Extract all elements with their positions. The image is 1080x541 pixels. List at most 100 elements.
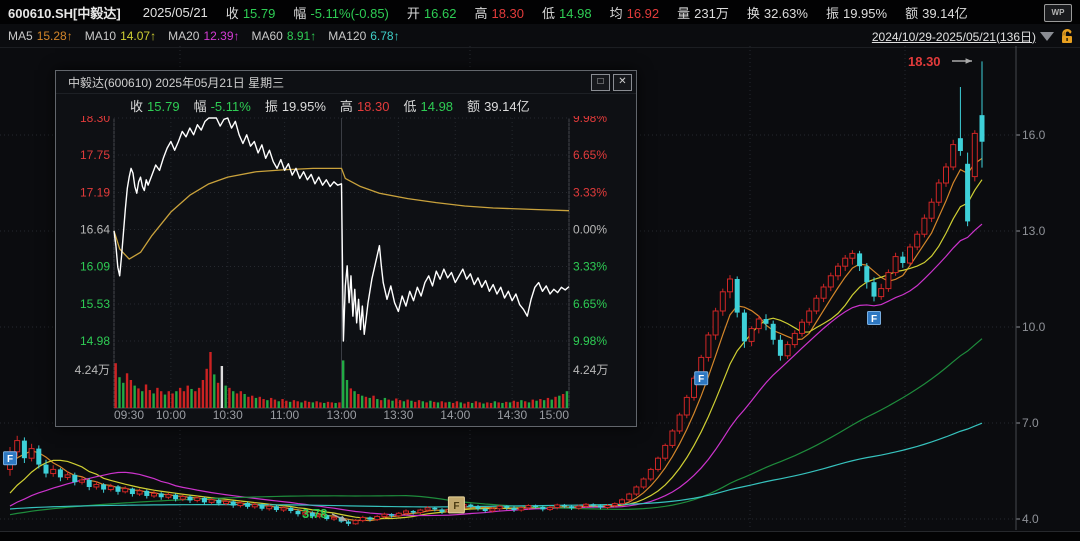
popup-volume-bar: [486, 402, 489, 408]
unlock-icon[interactable]: [1060, 28, 1074, 44]
y-axis-label: 4.0: [1022, 512, 1039, 526]
candle-up: [107, 485, 114, 491]
event-marker-F[interactable]: [867, 311, 881, 326]
candle-down: [101, 484, 107, 490]
candle-down: [511, 507, 517, 511]
popup-volume-bar: [376, 399, 379, 408]
candle-up: [417, 509, 424, 514]
candle-up: [575, 505, 582, 509]
header-date: 2025/05/21: [142, 4, 208, 20]
popup-volume-bar: [406, 399, 409, 408]
popup-volume-bar: [266, 400, 269, 408]
popup-vol-label-right: 4.24万: [573, 363, 608, 377]
candle-up: [727, 278, 733, 293]
candle-up: [352, 520, 359, 525]
header-stat-7: 换 32.63%: [746, 5, 808, 21]
candle-down: [734, 279, 740, 313]
popup-volume-bar: [433, 401, 436, 408]
popup-volume-bar: [398, 400, 402, 408]
candle-up: [179, 496, 186, 500]
wp-monitor-icon[interactable]: WP: [1044, 4, 1072, 22]
popup-volume-bar: [186, 385, 189, 408]
candle-up: [518, 507, 525, 511]
popup-volume-bar: [368, 397, 371, 408]
candle-down: [43, 464, 49, 474]
popup-left-axis-label: 16.64: [80, 223, 110, 237]
candle-down: [777, 339, 783, 356]
candle-down: [439, 509, 445, 512]
popup-volume-bar: [178, 387, 182, 408]
popup-volume-bar: [360, 395, 364, 408]
popup-titlebar[interactable]: 中毅达(600610) 2025年05月21日 星期三 □ ✕: [56, 71, 636, 94]
intraday-chart-canvas[interactable]: 18.30 9.98% 17.75 6.65% 17.19 3.33% 16.64 0.00%…: [56, 111, 634, 425]
popup-volume-bar: [228, 387, 231, 408]
candle-up: [208, 499, 215, 503]
popup-stat-5: 额 39.14亿: [467, 98, 530, 114]
popup-volume-bar: [372, 395, 375, 408]
header-stats: 收 15.79 幅 -5.11%(-0.85) 开 16.62 高 18.30 低 14.98 均 1…: [208, 3, 968, 22]
y-axis-label: 16.0: [1022, 128, 1046, 142]
popup-volume-bar: [197, 387, 201, 408]
candle-up: [237, 502, 244, 507]
candle-up: [280, 507, 287, 511]
date-range-control[interactable]: 2024/10/29-2025/05/21(136日): [872, 26, 1074, 46]
candle-down: [590, 504, 596, 506]
popup-left-axis-label: 16.09: [80, 259, 110, 273]
popup-volume-bar: [175, 391, 178, 408]
intraday-popup-window[interactable]: 中毅达(600610) 2025年05月21日 星期三 □ ✕ 收 15.79 幅 -…: [55, 70, 637, 427]
popup-volume-bar: [535, 400, 538, 408]
stock-symbol[interactable]: 600610.SH[中毅达]: [8, 5, 121, 21]
popup-volume-bar: [160, 391, 163, 408]
popup-volume-bar: [273, 399, 277, 408]
popup-volume-bar: [550, 399, 553, 408]
popup-volume-bar: [554, 396, 557, 408]
popup-stat-1: 幅 -5.11%: [193, 98, 251, 114]
ma120-line: [9, 422, 983, 510]
popup-volume-bar: [451, 402, 455, 408]
chevron-down-icon[interactable]: [1040, 31, 1054, 41]
candle-up: [914, 233, 921, 248]
popup-volume-bar: [542, 400, 546, 408]
candle-up: [827, 275, 834, 288]
event-marker-letter: F: [698, 374, 704, 385]
popup-volume-bar: [148, 390, 152, 408]
maximize-button[interactable]: □: [591, 73, 610, 91]
y-axis-label: 10.0: [1022, 320, 1046, 334]
candle-up: [136, 490, 143, 495]
popup-volume-bar: [323, 402, 326, 408]
avg-price-line: [113, 167, 570, 260]
event-marker-F[interactable]: [694, 371, 709, 386]
popup-right-axis-label: 6.65%: [573, 297, 607, 311]
popup-volume-bar: [152, 393, 155, 408]
popup-time-label: 09:30: [114, 408, 144, 422]
candle-down: [367, 517, 373, 520]
popup-title: 中毅达(600610) 2025年05月21日 星期三: [68, 75, 285, 90]
candle-up: [806, 310, 813, 323]
event-marker-letter: F: [871, 314, 877, 325]
candle-up: [921, 217, 928, 235]
candle-up: [791, 332, 798, 346]
popup-right-axis-label: 3.33%: [573, 259, 607, 273]
popup-time-label: 14:30: [497, 408, 527, 422]
popup-volume-bar: [277, 401, 280, 408]
popup-volume-bar: [171, 393, 174, 408]
candle-down: [86, 479, 92, 487]
popup-volume-bar: [429, 400, 432, 408]
popup-volume-bar: [482, 403, 485, 408]
event-marker-F[interactable]: [447, 496, 465, 514]
candle-up: [885, 272, 892, 290]
candle-up: [633, 486, 640, 495]
close-button[interactable]: ✕: [613, 73, 632, 91]
candle-up: [194, 497, 201, 501]
header-stat-9: 额 39.14亿: [905, 5, 968, 21]
candle-up: [813, 297, 820, 312]
popup-volume-bar: [182, 391, 186, 408]
candle-up: [266, 505, 273, 510]
date-range-label[interactable]: 2024/10/29-2025/05/21(136日): [871, 29, 1036, 44]
candle-up: [14, 440, 21, 453]
popup-volume-bar: [216, 382, 220, 408]
popup-volume-bar: [425, 402, 428, 408]
popup-volume-bar: [364, 396, 368, 408]
annotation-arrowhead: [965, 58, 972, 64]
event-marker-F[interactable]: [3, 451, 17, 466]
